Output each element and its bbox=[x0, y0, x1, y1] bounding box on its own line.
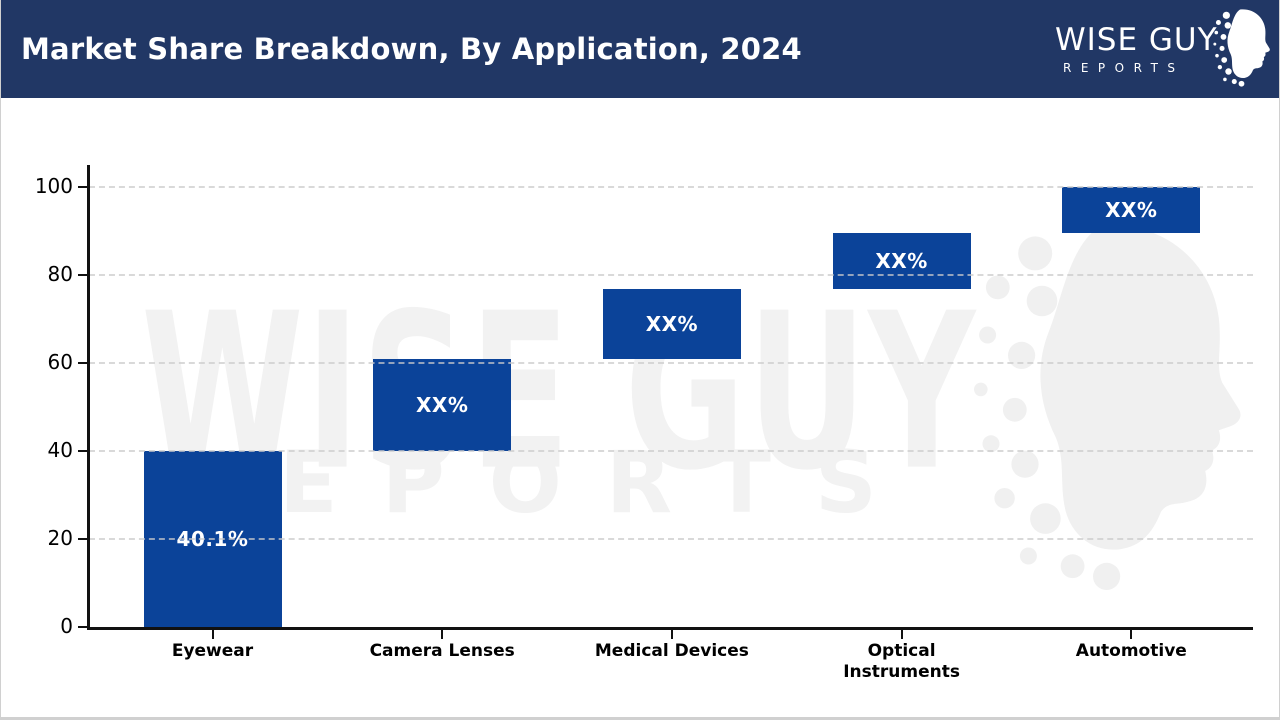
bar-value-label: XX% bbox=[415, 392, 469, 417]
logo-subtext: REPORTS bbox=[1063, 61, 1185, 75]
x-label-2: Medical Devices bbox=[594, 641, 749, 661]
y-tick-100 bbox=[78, 186, 87, 188]
page-title: Market Share Breakdown, By Application, … bbox=[21, 32, 802, 66]
bar-optical-instruments: XX% bbox=[832, 232, 971, 290]
y-tick-0 bbox=[78, 626, 87, 628]
gridline-40 bbox=[89, 450, 1253, 452]
x-label-3: Optical Instruments bbox=[843, 641, 960, 683]
y-tick-label-0: 0 bbox=[60, 614, 73, 638]
header-bar: Market Share Breakdown, By Application, … bbox=[1, 0, 1279, 98]
y-tick-20 bbox=[78, 538, 87, 540]
y-tick-label-40: 40 bbox=[47, 438, 73, 462]
wise-guy-logo: WISE GUY REPORTS bbox=[1017, 4, 1270, 94]
x-tick-4 bbox=[1130, 630, 1133, 639]
logo-wordmark: WISE GUY bbox=[1055, 22, 1218, 58]
x-tick-0 bbox=[211, 630, 214, 639]
bottom-divider bbox=[1, 717, 1279, 720]
y-tick-80 bbox=[78, 274, 87, 276]
bar-value-label: XX% bbox=[1105, 197, 1158, 222]
bar-medical-devices: XX% bbox=[602, 289, 741, 359]
x-tick-2 bbox=[670, 630, 673, 639]
bar-camera-lenses: XX% bbox=[373, 358, 512, 451]
wise-guy-face-icon bbox=[1213, 9, 1270, 87]
y-tick-60 bbox=[78, 362, 87, 364]
x-axis-line bbox=[87, 627, 1253, 630]
x-tick-1 bbox=[441, 630, 444, 639]
bar-automotive: XX% bbox=[1062, 187, 1201, 233]
gridline-60 bbox=[89, 362, 1253, 364]
x-label-4: Automotive bbox=[1075, 641, 1187, 661]
y-axis-line bbox=[87, 165, 90, 630]
x-tick-3 bbox=[900, 630, 903, 639]
y-tick-label-80: 80 bbox=[47, 262, 73, 286]
gridline-100 bbox=[89, 186, 1253, 188]
y-tick-label-60: 60 bbox=[47, 350, 73, 374]
y-tick-40 bbox=[78, 450, 87, 452]
gridline-80 bbox=[89, 274, 1253, 276]
bar-value-label: XX% bbox=[875, 248, 928, 273]
gridline-20 bbox=[89, 538, 1253, 540]
x-label-1: Camera Lenses bbox=[369, 641, 515, 661]
bar-value-label: XX% bbox=[645, 311, 699, 336]
x-label-0: Eyewear bbox=[171, 641, 254, 661]
y-tick-label-20: 20 bbox=[47, 526, 73, 550]
y-tick-label-100: 100 bbox=[34, 174, 73, 198]
